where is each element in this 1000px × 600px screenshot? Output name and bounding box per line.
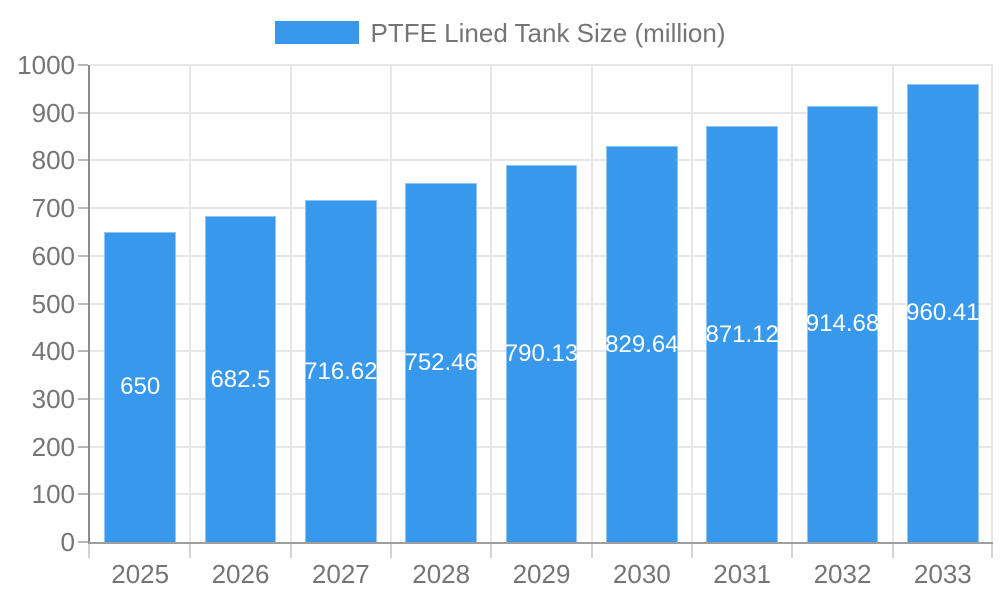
y-axis-tick	[78, 541, 88, 543]
vgridline	[490, 65, 493, 542]
x-axis-label: 2032	[813, 559, 872, 589]
y-axis-tick	[78, 493, 88, 496]
y-axis-tick	[78, 64, 88, 66]
x-axis-tick	[88, 544, 90, 558]
bar[interactable]: 682.5	[204, 216, 277, 542]
bar[interactable]: 829.64	[605, 146, 679, 542]
x-axis-label: 2028	[412, 559, 471, 589]
x-axis-tick	[991, 544, 993, 558]
x-axis-tick	[690, 544, 693, 558]
plot-area: 0 100 200 300 400 500 600 700 800 900 1000 2025 2026…	[17, 52, 993, 587]
x-axis-tick	[891, 544, 894, 558]
hgridline	[90, 64, 993, 66]
bar-value-label: 960.41	[906, 299, 980, 327]
bar[interactable]: 716.62	[304, 200, 378, 542]
bar-value-label: 914.68	[805, 310, 880, 338]
y-axis-tick	[78, 159, 88, 162]
x-axis-label: 2027	[311, 559, 370, 589]
y-axis-label: 1000	[17, 50, 75, 80]
bar[interactable]: 914.68	[805, 105, 880, 542]
x-axis-tick	[791, 544, 794, 558]
y-axis-label: 900	[31, 97, 75, 128]
y-axis-label: 400	[31, 336, 75, 367]
vgridline	[991, 65, 993, 542]
vgridline	[791, 65, 794, 542]
x-axis-tick	[189, 544, 192, 558]
bar-value-label: 682.5	[210, 365, 271, 393]
y-axis-label: 100	[31, 479, 75, 510]
y-axis-label: 0	[60, 527, 75, 557]
bar-value-label: 716.62	[304, 357, 378, 385]
x-axis-tick	[389, 544, 392, 558]
vgridline	[690, 65, 693, 542]
legend[interactable]: PTFE Lined Tank Size (million)	[0, 19, 1000, 46]
x-axis-tick	[289, 544, 292, 558]
legend-label: PTFE Lined Tank Size (million)	[370, 17, 726, 48]
x-axis-tick	[590, 544, 593, 558]
y-axis-tick	[78, 445, 88, 448]
y-axis-tick	[78, 254, 88, 257]
x-axis-label: 2026	[211, 559, 270, 589]
y-axis-label: 300	[31, 383, 75, 414]
vgridline	[289, 65, 292, 542]
y-axis-tick	[78, 111, 88, 114]
vgridline	[891, 65, 894, 542]
bar[interactable]: 871.12	[705, 126, 779, 542]
bar-value-label: 871.12	[705, 320, 779, 348]
y-axis-tick	[78, 350, 88, 353]
y-axis-tick	[78, 397, 88, 400]
bar-value-label: 790.13	[504, 340, 579, 368]
x-axis-label: 2025	[111, 559, 170, 589]
y-axis-label: 200	[31, 431, 75, 462]
bar-value-label: 650	[120, 373, 161, 401]
bar-value-label: 829.64	[605, 330, 679, 358]
bar[interactable]: 790.13	[504, 165, 579, 542]
vgridline	[389, 65, 392, 542]
y-axis-label: 800	[31, 145, 75, 176]
x-axis-tick	[490, 544, 493, 558]
vgridline	[590, 65, 593, 542]
y-axis-tick	[78, 302, 88, 305]
y-axis-label: 600	[31, 240, 75, 271]
bar[interactable]: 960.41	[906, 83, 980, 542]
x-axis-label: 2031	[713, 559, 772, 589]
x-axis-label: 2033	[913, 559, 972, 589]
legend-swatch-icon	[274, 21, 359, 44]
x-axis-label: 2029	[512, 559, 571, 589]
x-axis-label: 2030	[612, 559, 671, 589]
bar-value-label: 752.46	[404, 349, 478, 377]
bar[interactable]: 650	[104, 231, 177, 542]
vgridline	[189, 65, 192, 542]
y-axis-label: 500	[31, 288, 75, 319]
y-axis-tick	[78, 207, 88, 210]
bar[interactable]: 752.46	[404, 183, 478, 542]
y-axis-label: 700	[31, 193, 75, 224]
